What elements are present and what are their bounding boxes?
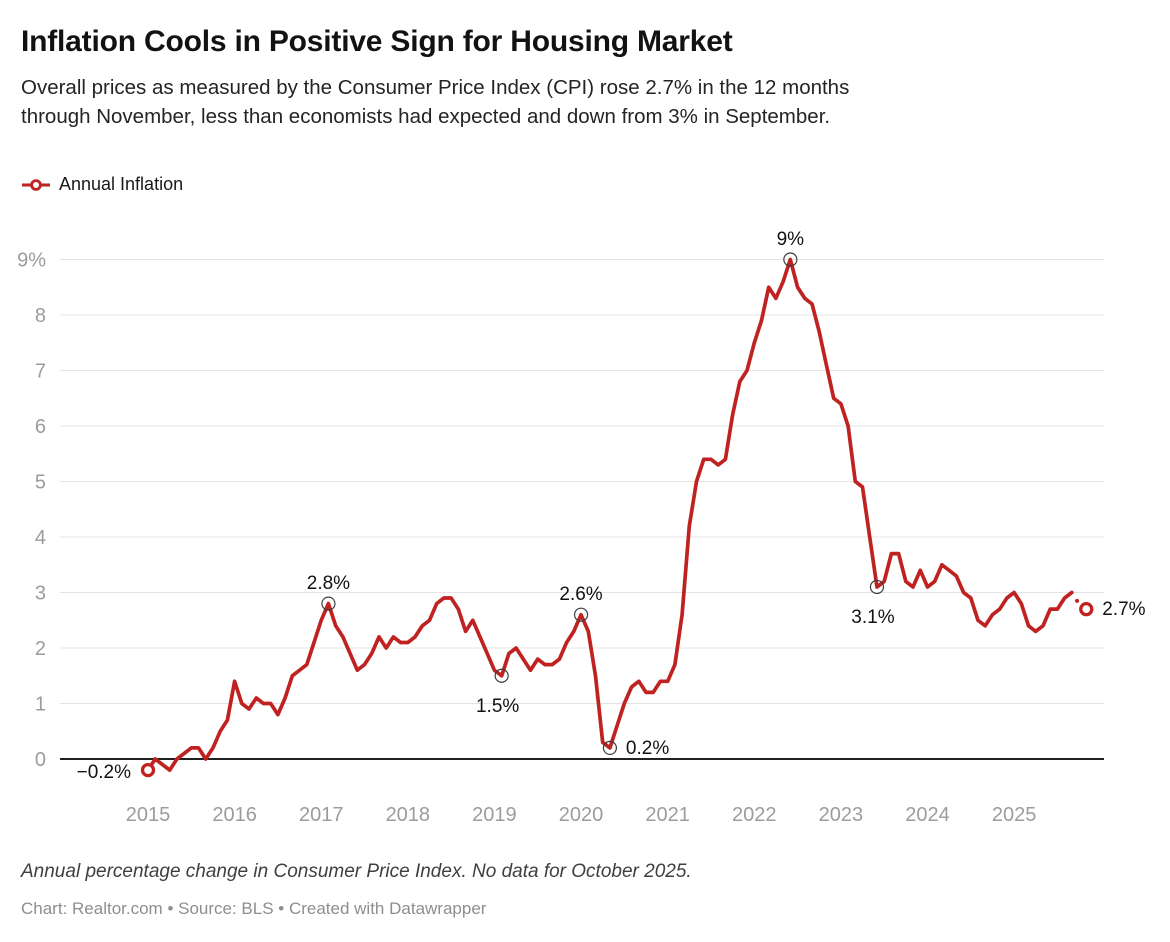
y-tick-label: 2 <box>35 638 46 660</box>
x-tick-label: 2025 <box>992 804 1037 826</box>
x-tick-label: 2016 <box>212 804 257 826</box>
annotation-label: 1.5% <box>476 696 519 717</box>
chart-subtitle: Overall prices as measured by the Consum… <box>21 74 1141 131</box>
annotation-label: 2.7% <box>1102 599 1145 620</box>
x-tick-label: 2021 <box>645 804 690 826</box>
ring-marker <box>602 740 618 756</box>
annual-inflation-line <box>146 257 1089 772</box>
legend-label: Annual Inflation <box>59 174 184 194</box>
y-gridlines <box>60 259 1104 760</box>
y-tick-label: 3 <box>35 583 46 605</box>
endpoint-marker <box>1079 602 1094 617</box>
chart-title: Inflation Cools in Positive Sign for Hou… <box>21 25 733 58</box>
chart-subtitle-line-1: Overall prices as measured by the Consum… <box>21 76 850 100</box>
x-tick-label: 2020 <box>559 804 604 826</box>
chart-header: Inflation Cools in Positive Sign for Hou… <box>21 0 1141 131</box>
annotations: −0.2% 2.8% 1.5% 2.6% 0.2% 9% 3.1% 2.7% <box>77 229 1146 783</box>
annotation-label: −0.2% <box>77 762 132 783</box>
x-tick-label: 2023 <box>819 804 864 826</box>
ring-marker <box>321 596 336 611</box>
chart-byline: Chart: Realtor.com • Source: BLS • Creat… <box>21 899 487 918</box>
annotation-label: 0.2% <box>626 738 669 759</box>
y-tick-label: 5 <box>35 472 46 494</box>
y-tick-label: 4 <box>35 527 46 549</box>
x-tick-label: 2022 <box>732 804 777 826</box>
x-tick-label: 2019 <box>472 804 517 826</box>
y-tick-label: 6 <box>35 416 46 438</box>
annotation-label: 9% <box>777 229 805 250</box>
chart-subtitle-line-2: through November, less than economists h… <box>21 104 831 128</box>
annotation-label: 2.6% <box>559 584 602 605</box>
ring-marker <box>783 252 798 267</box>
y-tick-label: 7 <box>35 361 46 383</box>
chart-footnote: Annual percentage change in Consumer Pri… <box>21 861 692 882</box>
x-tick-label: 2017 <box>299 804 344 826</box>
y-tick-label: 0 <box>35 749 46 771</box>
annotation-label: 3.1% <box>851 607 894 628</box>
line-segment <box>146 257 1074 772</box>
x-tick-label: 2015 <box>126 804 171 826</box>
ring-marker <box>573 607 589 622</box>
y-tick-label: 8 <box>35 305 46 327</box>
y-tick-label: 9% <box>17 250 46 272</box>
ring-marker <box>869 579 885 595</box>
endpoint-marker <box>140 762 156 778</box>
ring-marker <box>494 668 509 683</box>
y-axis-labels: 0 1 2 3 4 5 6 7 8 9% <box>17 250 46 772</box>
x-tick-label: 2024 <box>905 804 950 826</box>
y-tick-label: 1 <box>35 694 46 716</box>
annotation-label: 2.8% <box>307 573 350 594</box>
legend: Annual Inflation <box>21 174 183 195</box>
gap-dot <box>1075 598 1080 603</box>
x-tick-label: 2018 <box>386 804 431 826</box>
legend-line-marker-icon <box>22 178 50 191</box>
x-axis-labels: 2015 2016 2017 2018 2019 2020 2021 2022 2023 2024… <box>126 804 1037 826</box>
